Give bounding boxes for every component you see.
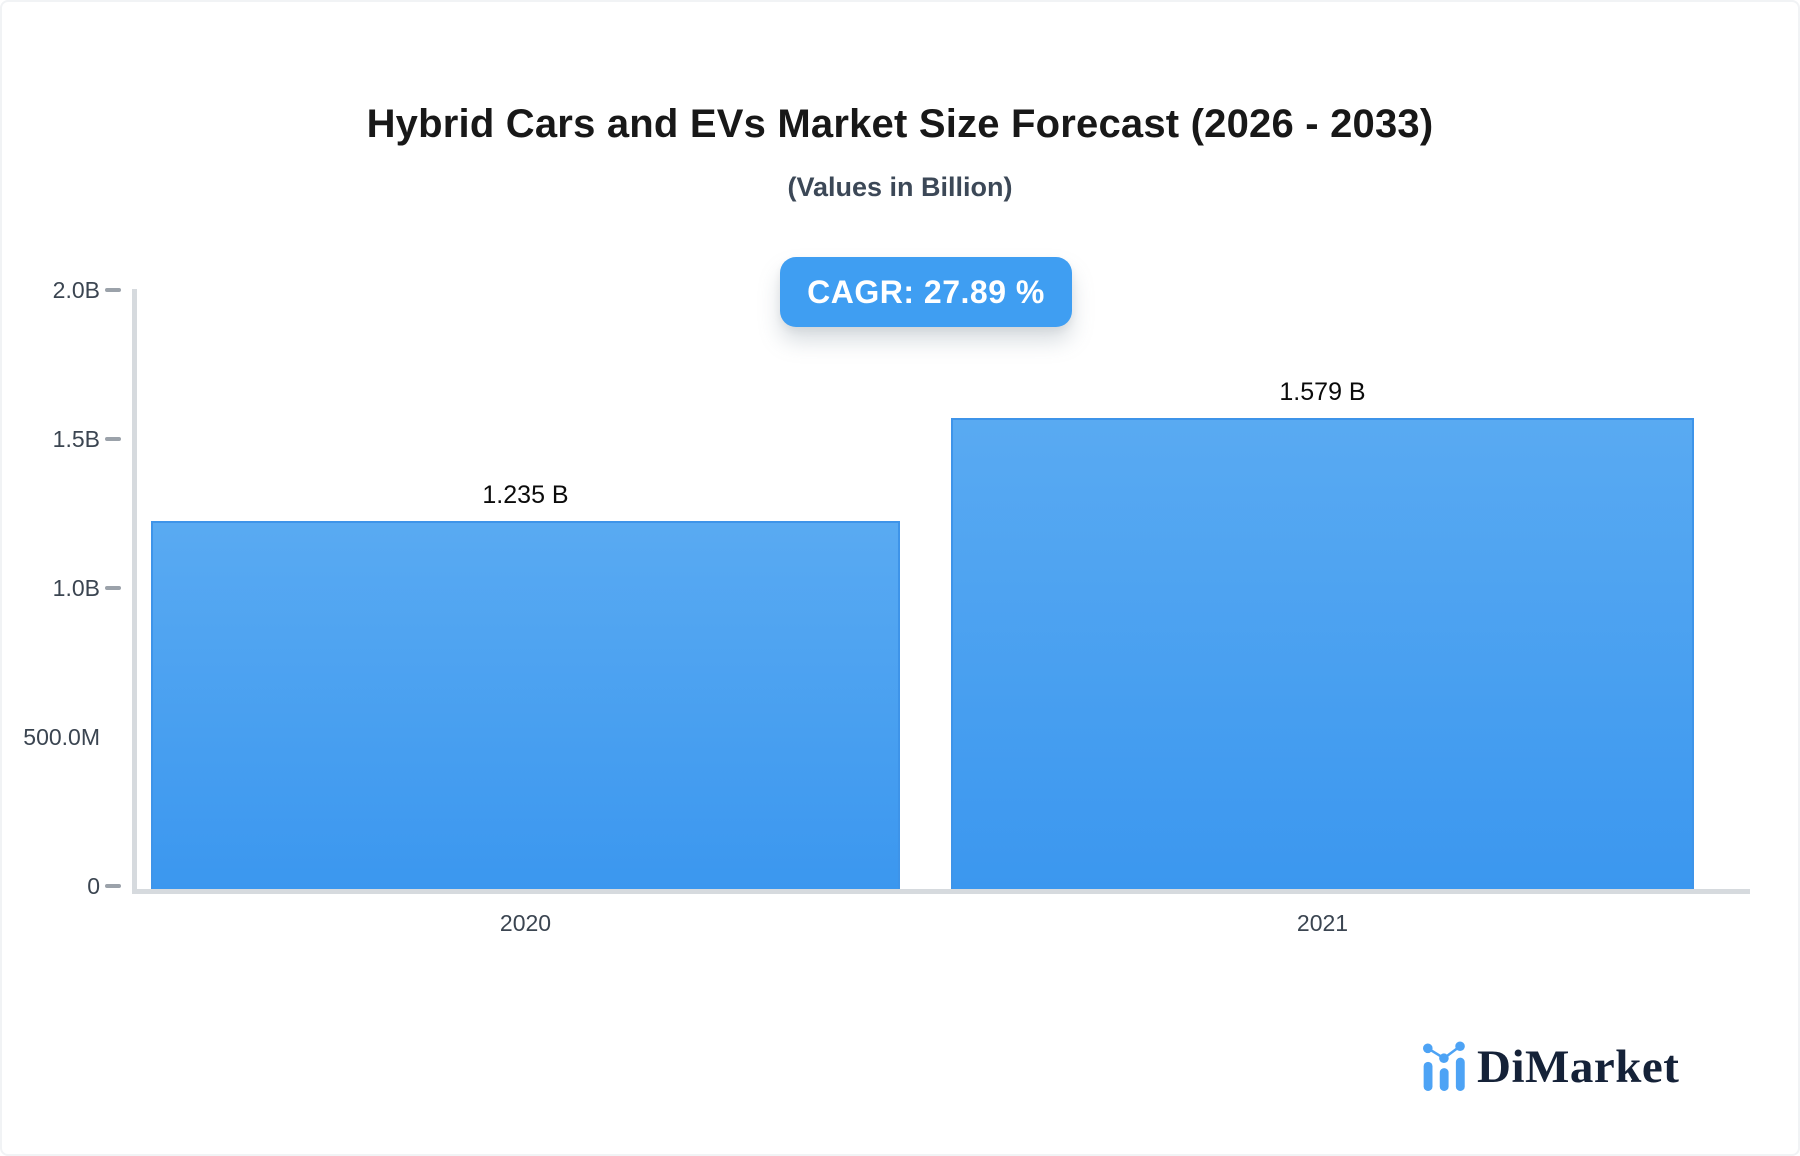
y-axis-tick-dash <box>105 586 121 590</box>
bar-value-label: 1.579 B <box>1279 378 1366 406</box>
cagr-badge: CAGR: 27.89 % <box>780 257 1072 327</box>
y-axis-tick-label: 500.0M <box>23 724 100 750</box>
chart-subtitle: (Values in Billion) <box>787 172 1013 202</box>
y-axis-line <box>132 289 137 893</box>
bar-value-label: 1.235 B <box>482 481 569 509</box>
cagr-badge-label: CAGR: 27.89 % <box>807 273 1045 310</box>
chart-title: Hybrid Cars and EVs Market Size Forecast… <box>366 102 1434 146</box>
dimarket-logo: DiMarket <box>1421 1040 1679 1092</box>
y-axis-tick-dash <box>105 288 121 292</box>
y-axis-tick-label: 2.0B <box>52 277 100 303</box>
bar-line-chart-icon <box>1423 1041 1465 1091</box>
y-axis-tick-label: 0 <box>87 873 100 899</box>
y-axis-tick-label: 1.5B <box>52 426 100 452</box>
x-axis-line <box>132 889 1750 894</box>
bar-2021 <box>951 418 1694 889</box>
logo-wordmark: DiMarket <box>1477 1041 1680 1093</box>
x-axis-tick-label: 2020 <box>499 910 552 936</box>
x-axis-tick-label: 2021 <box>1296 910 1349 936</box>
y-axis-tick-label: 1.0B <box>52 575 100 601</box>
y-axis-tick-dash <box>105 884 121 888</box>
y-axis-tick-dash <box>105 437 121 441</box>
bar-2020 <box>151 521 900 889</box>
